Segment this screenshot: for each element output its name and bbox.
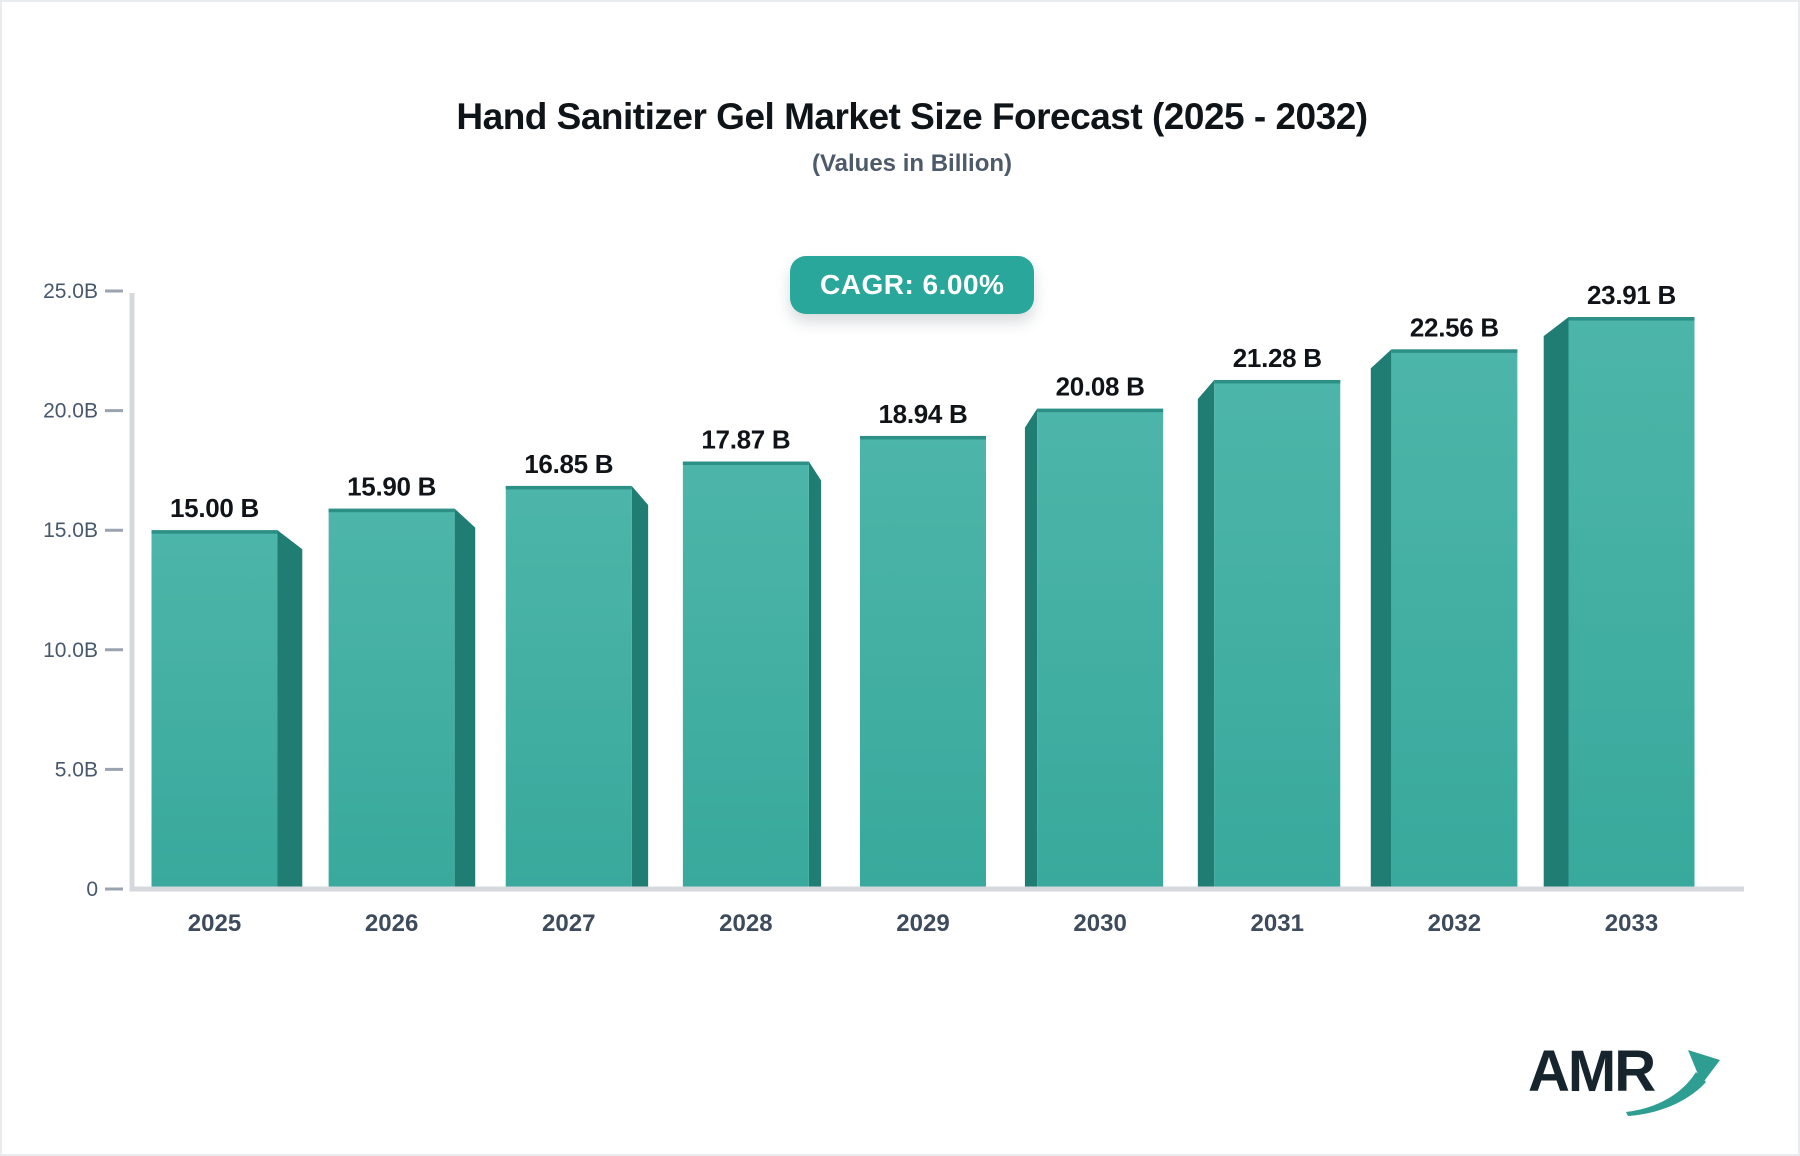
y-tick-label: 25.0B xyxy=(43,280,98,303)
x-category-label: 2029 xyxy=(896,910,949,937)
bar-top-edge xyxy=(505,485,632,490)
x-category-label: 2027 xyxy=(542,910,595,937)
bar-side xyxy=(1543,317,1569,889)
bar-face xyxy=(860,435,986,889)
bar-top-edge xyxy=(1391,349,1518,353)
bar-value-label: 22.56 B xyxy=(1410,312,1499,342)
bar-value-label: 23.91 B xyxy=(1587,280,1676,310)
amr-logo: AMR xyxy=(1528,1038,1720,1128)
x-category-label: 2025 xyxy=(188,910,241,937)
bar-top-edge xyxy=(328,508,455,513)
bar-face xyxy=(1391,349,1518,889)
bar-face xyxy=(1214,379,1341,889)
bar-value-label: 21.28 B xyxy=(1233,343,1322,373)
bar-top-edge xyxy=(1214,379,1341,384)
x-category-label: 2028 xyxy=(719,910,772,937)
bar-value-label: 16.85 B xyxy=(524,449,613,479)
bar-value-label: 15.00 B xyxy=(170,493,259,523)
amr-logo-text: AMR xyxy=(1528,1039,1656,1104)
chart-title: Hand Sanitizer Gel Market Size Forecast … xyxy=(456,96,1368,137)
bar-side xyxy=(1370,349,1392,889)
y-tick-label: 15.0B xyxy=(43,519,98,542)
y-tick-label: 20.0B xyxy=(43,400,98,423)
bar-value-label: 20.08 B xyxy=(1056,372,1145,402)
x-category-label: 2026 xyxy=(365,910,418,937)
bar-face xyxy=(328,508,455,889)
bar-top-edge xyxy=(682,461,809,466)
bar-face xyxy=(505,485,632,889)
bar-side xyxy=(808,461,822,889)
amr-logo-arrow-icon xyxy=(1626,1050,1720,1116)
x-category-label: 2030 xyxy=(1073,910,1126,937)
bar-top-edge xyxy=(1037,408,1164,413)
x-category-label: 2031 xyxy=(1251,910,1304,937)
x-axis-line xyxy=(129,886,1744,892)
bar-value-label: 18.94 B xyxy=(879,399,968,429)
bar-top-edge xyxy=(1568,317,1695,321)
bar-face xyxy=(1568,317,1695,889)
bar-side xyxy=(631,485,649,889)
bar-side xyxy=(1024,408,1038,889)
bar-side xyxy=(277,530,303,889)
bar-value-label: 17.87 B xyxy=(701,425,790,455)
y-tick-label: 5.0B xyxy=(55,758,98,781)
bar-top-edge xyxy=(151,530,278,534)
bar-top-edge xyxy=(860,435,986,440)
x-category-label: 2032 xyxy=(1428,910,1481,937)
y-tick-label: 10.0B xyxy=(43,639,98,662)
y-tick-label: 0 xyxy=(86,878,98,901)
bar-side xyxy=(454,508,476,889)
cagr-badge: CAGR: 6.00% xyxy=(790,256,1035,314)
y-axis-line xyxy=(129,293,135,889)
bar-chart: 25.0B 20.0B 15.0B 10.0B 5.0B 0 15.00 B 2025 15.9… xyxy=(43,280,1744,937)
bar-value-label: 15.90 B xyxy=(347,472,436,502)
bar-face xyxy=(1037,408,1164,889)
bar-face xyxy=(151,530,278,889)
chart-subtitle: (Values in Billion) xyxy=(811,150,1013,177)
bar-face xyxy=(682,461,809,889)
x-category-label: 2033 xyxy=(1605,910,1658,937)
bar-side xyxy=(1197,379,1215,889)
